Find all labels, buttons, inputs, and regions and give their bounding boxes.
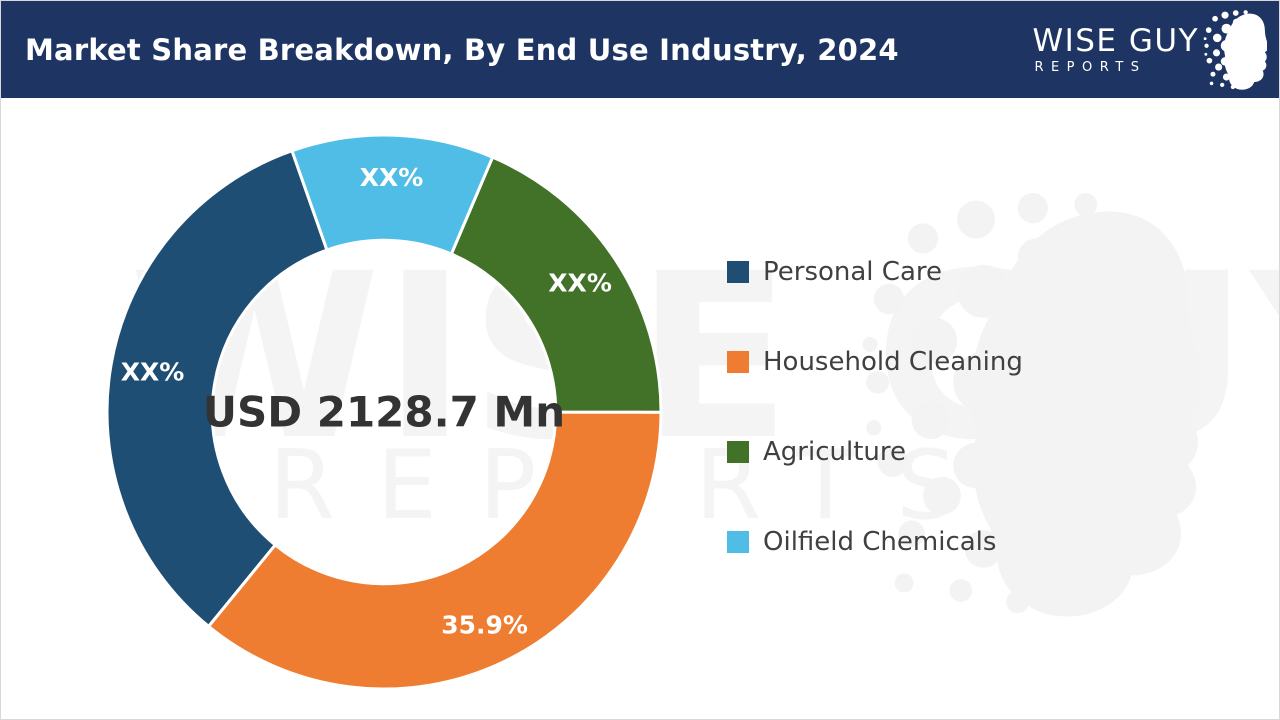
legend-label: Personal Care [763,257,942,287]
donut-segment-personal-care [105,149,329,628]
wiseguy-logo: WISE GUY REPORTS [1032,9,1267,91]
legend-swatch [727,261,749,283]
legend-item-oilfield-chemicals: Oilfield Chemicals [727,497,1023,587]
logo-wordmark: WISE GUY REPORTS [1032,25,1199,76]
legend-item-personal-care: Personal Care [727,227,1023,317]
donut-segment-agriculture [449,155,663,414]
legend-swatch [727,531,749,553]
page-title: Market Share Breakdown, By End Use Indus… [25,32,899,67]
legend-label: Oilfield Chemicals [763,527,997,557]
legend-swatch [727,351,749,373]
donut-segment-household-cleaning [207,410,663,691]
segment-label: 35.9% [441,610,528,639]
header-bar: Market Share Breakdown, By End Use Indus… [1,1,1279,98]
logo-line1: WISE GUY [1032,22,1199,59]
legend-item-agriculture: Agriculture [727,407,1023,497]
legend-swatch [727,441,749,463]
chart-legend: Personal Care Household Cleaning Agricultu… [727,227,1023,587]
legend-label: Household Cleaning [763,347,1023,377]
donut-segment-oilfield-chemicals [290,133,495,256]
segment-label: XX% [360,163,424,192]
donut-center-value: USD 2128.7 Mn [202,387,566,437]
segment-label: XX% [548,269,612,298]
segment-label: XX% [121,357,185,386]
legend-label: Agriculture [763,437,906,467]
logo-head-icon [1203,10,1267,90]
legend-item-household-cleaning: Household Cleaning [727,317,1023,407]
logo-line2: REPORTS [1034,60,1147,76]
donut-chart: XX% 35.9% XX% XX% [105,133,663,691]
